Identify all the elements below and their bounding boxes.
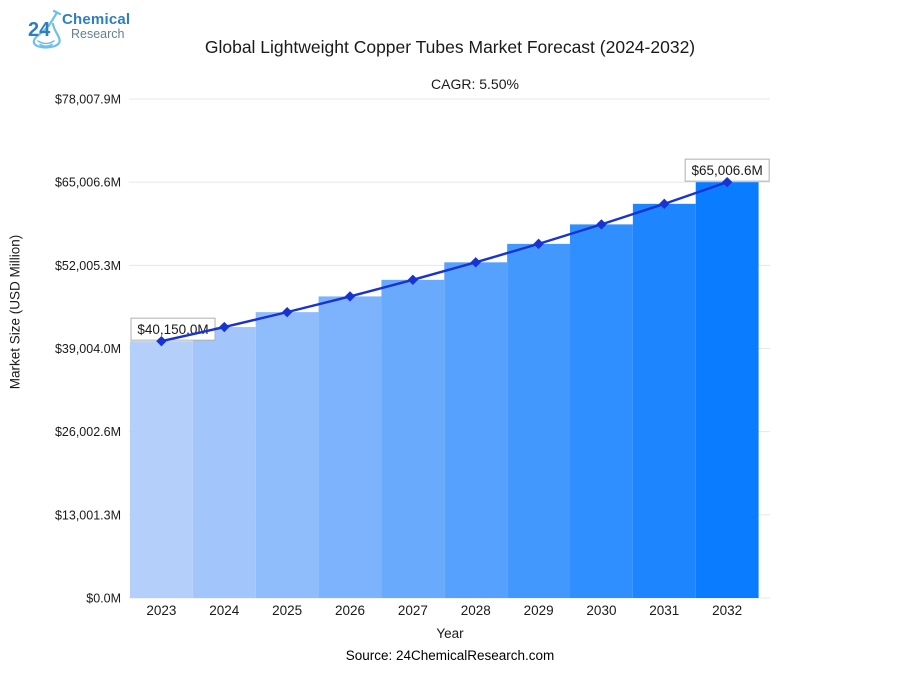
- annotation-label: $40,150.0M: [137, 322, 208, 337]
- x-tick-label: 2030: [586, 603, 616, 618]
- x-tick-label: 2024: [209, 603, 240, 618]
- marker-2027: [407, 274, 419, 286]
- annotation-2032: $65,006.6M: [684, 158, 770, 182]
- marker-2029: [533, 238, 544, 250]
- annotation-2023: $40,150.0M: [130, 317, 216, 341]
- bar-2028: [444, 262, 508, 598]
- bar-2026: [318, 296, 382, 598]
- chart-subtitle: CAGR: 5.50%: [431, 76, 519, 92]
- x-tick-label: 2023: [146, 603, 176, 618]
- logo-line1: Chemical: [62, 11, 131, 28]
- x-tick-label: 2029: [524, 603, 554, 618]
- y-tick-label: $52,005.3M: [55, 259, 121, 273]
- source-text: Source: 24ChemicalResearch.com: [345, 648, 555, 663]
- marker-2028: [470, 257, 481, 268]
- bar-2031: [632, 203, 696, 598]
- x-tick-label: 2032: [712, 603, 742, 618]
- x-tick-label: 2028: [461, 603, 491, 618]
- bar-2027: [381, 279, 445, 598]
- x-axis-label: Year: [436, 626, 464, 641]
- marker-2024: [219, 321, 230, 333]
- marker-2026: [344, 291, 356, 302]
- marker-2031: [659, 198, 670, 210]
- y-tick-label: $26,002.6M: [55, 425, 121, 439]
- trend-line: [161, 181, 728, 343]
- marker-2023: [156, 335, 167, 347]
- logo: 24 Chemical Research: [20, 8, 130, 52]
- bar-2032: [695, 182, 759, 598]
- marker-2025: [281, 306, 293, 318]
- bar-2024: [192, 327, 256, 598]
- bar-2025: [255, 312, 319, 598]
- y-tick-label: $65,006.6M: [55, 176, 121, 190]
- x-tick-label: 2026: [335, 603, 365, 618]
- bar-2030: [570, 224, 633, 598]
- logo-number: 24: [28, 19, 51, 41]
- flask-icon: 24: [28, 9, 62, 49]
- logo-line2: Research: [71, 26, 125, 41]
- logo-text: Chemical Research: [62, 8, 130, 41]
- chart-title: Global Lightweight Copper Tubes Market F…: [204, 37, 696, 57]
- annotation-label: $65,006.6M: [692, 163, 763, 178]
- y-tick-label: $39,004.0M: [55, 342, 121, 356]
- bar-2023: [130, 341, 193, 598]
- marker-2032: [721, 176, 733, 188]
- bar-2029: [507, 243, 571, 599]
- y-tick-label: $78,007.9M: [55, 93, 121, 107]
- x-tick-label: 2031: [649, 603, 679, 618]
- x-tick-label: 2025: [272, 603, 302, 618]
- y-tick-label: $13,001.3M: [55, 508, 121, 522]
- x-tick-label: 2027: [398, 603, 428, 618]
- marker-2030: [596, 219, 607, 230]
- y-tick-label: $0.0M: [86, 592, 121, 606]
